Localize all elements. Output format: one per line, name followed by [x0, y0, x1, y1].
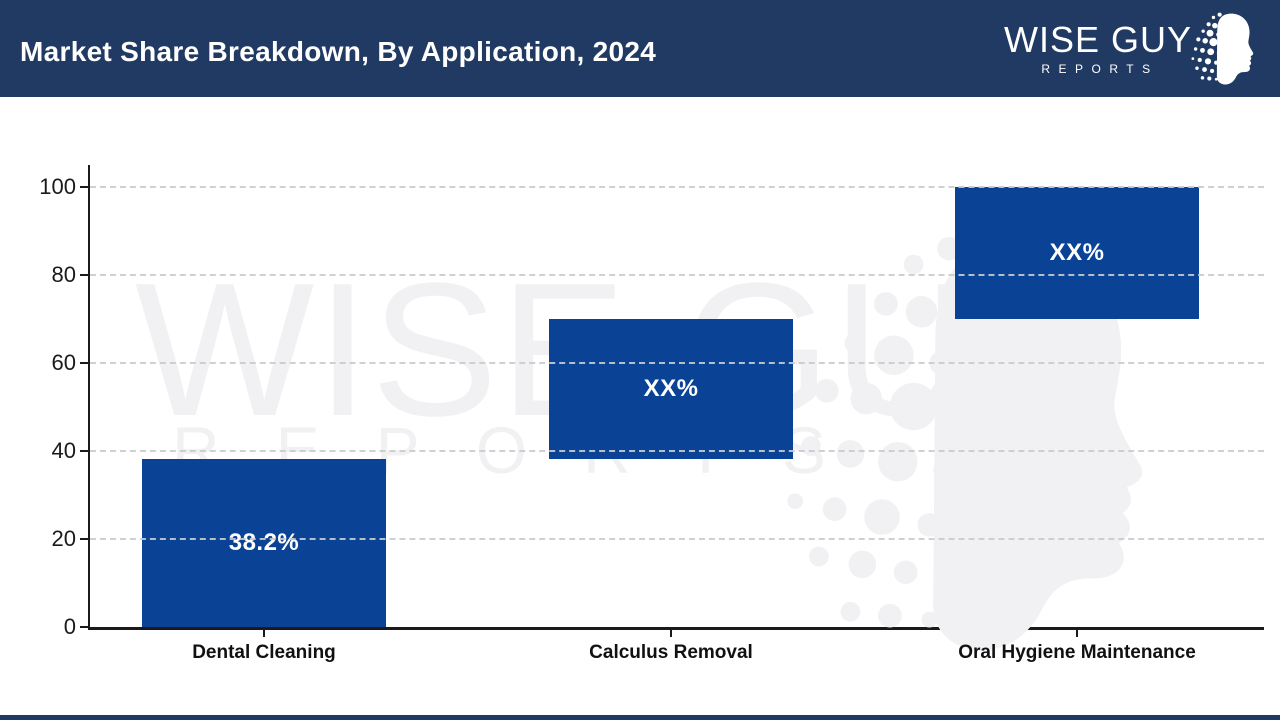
x-category-label: Oral Hygiene Maintenance — [958, 642, 1196, 663]
y-tick-mark — [80, 274, 88, 276]
gridline-60 — [90, 362, 1264, 364]
x-tick-mark — [263, 630, 265, 637]
bar-value-label: XX% — [643, 374, 699, 402]
y-tick-label: 40 — [51, 438, 76, 463]
gridline-100 — [90, 186, 1264, 188]
bar-value-label: 38.2% — [228, 528, 300, 556]
gridline-80 — [90, 274, 1264, 276]
wise-guy-logo: WISE GUY REPORTS — [1004, 9, 1256, 89]
y-tick-mark — [80, 186, 88, 188]
gridline-40 — [90, 450, 1264, 452]
y-tick-mark — [80, 538, 88, 540]
y-tick-mark — [80, 626, 88, 628]
y-tick-label: 20 — [51, 526, 76, 551]
x-tick-mark — [670, 630, 672, 637]
y-tick-label: 0 — [63, 614, 76, 639]
logo-wordmark: WISE GUY — [1003, 18, 1192, 60]
y-tick-label: 80 — [51, 262, 76, 287]
logo-text: WISE GUY REPORTS — [1003, 18, 1192, 76]
x-tick-mark — [1076, 630, 1078, 637]
y-tick-label: 100 — [39, 174, 76, 199]
face-profile-icon — [1186, 9, 1256, 89]
y-tick-label: 60 — [51, 350, 76, 375]
y-tick-mark — [80, 362, 88, 364]
x-category-label: Dental Cleaning — [192, 642, 336, 663]
header: Market Share Breakdown, By Application, … — [0, 0, 1280, 97]
bar-segment: XX% — [549, 319, 793, 459]
logo-subtitle: REPORTS — [1041, 61, 1159, 76]
y-tick-mark — [80, 450, 88, 452]
plot-area: 38.2% XX% XX% — [80, 165, 1264, 630]
gridline-20 — [90, 538, 1264, 540]
bar-segment: XX% — [955, 187, 1199, 319]
bar-value-label: XX% — [1049, 239, 1105, 266]
footer-strip — [0, 715, 1280, 720]
x-category-label: Calculus Removal — [589, 642, 753, 663]
page-title: Market Share Breakdown, By Application, … — [20, 35, 657, 67]
bar-segment: 38.2% — [142, 458, 386, 627]
chart-area: WISE GUY REPORTS 38.2%XX%XX% 02040608010… — [0, 97, 1280, 715]
